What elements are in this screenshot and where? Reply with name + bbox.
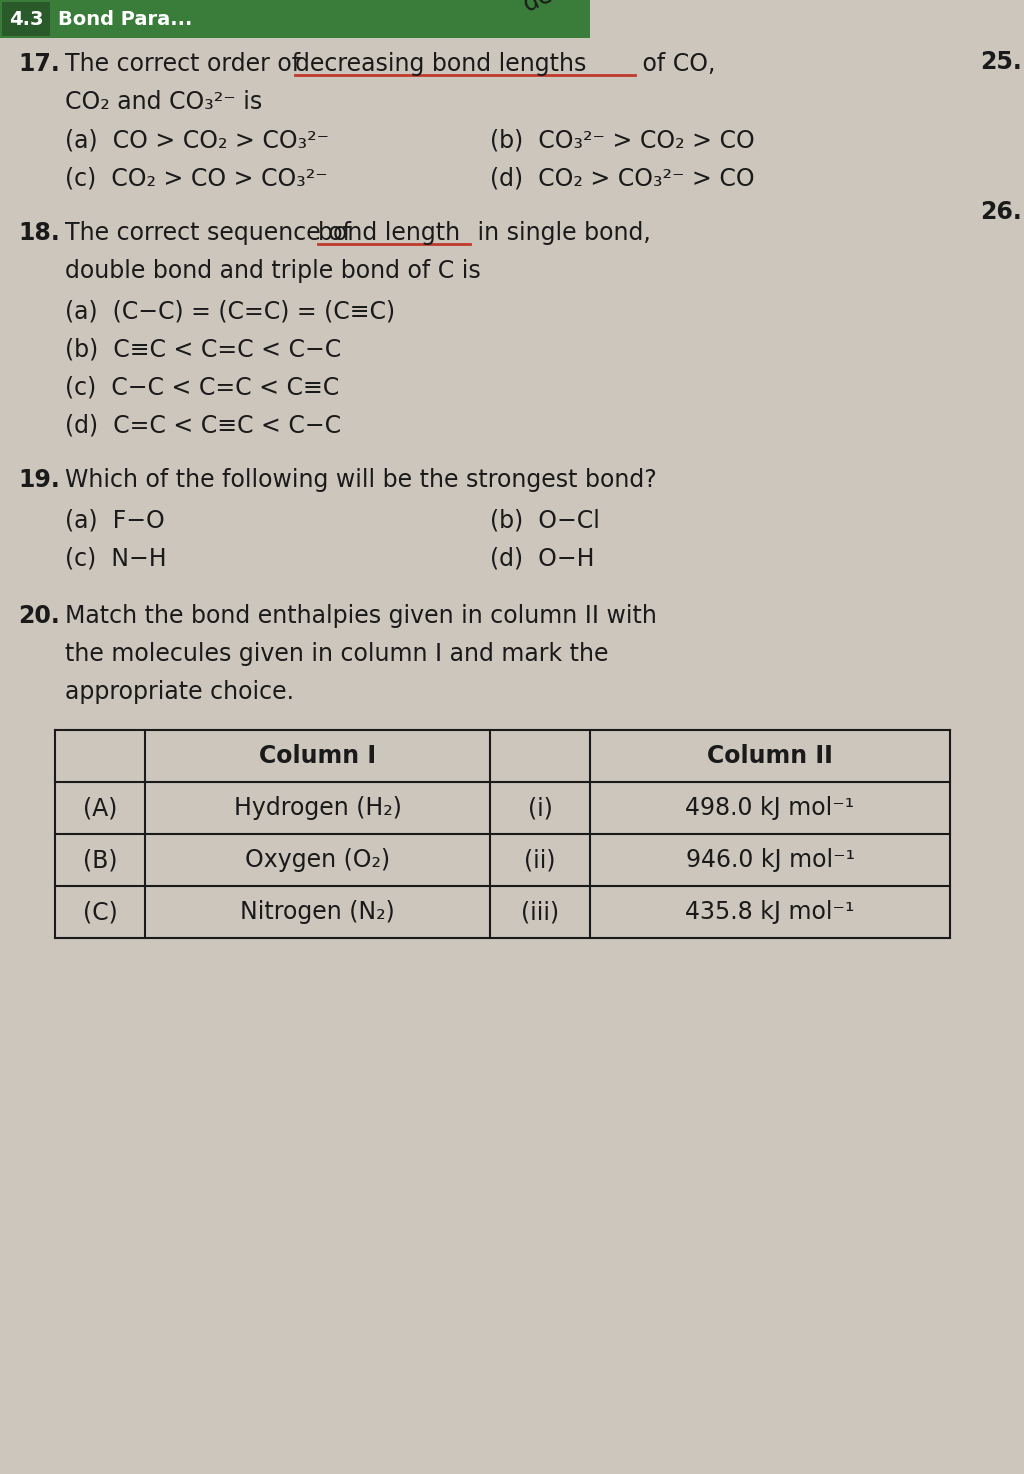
Text: 17.: 17. [18,52,59,77]
Text: (b)  O−Cl: (b) O−Cl [490,509,600,532]
Text: 498.0 kJ mol⁻¹: 498.0 kJ mol⁻¹ [685,796,855,820]
Text: Hydrogen (H₂): Hydrogen (H₂) [233,796,401,820]
Text: (c)  N−H: (c) N−H [65,545,167,570]
Bar [2,1,50,35]
Text: (C): (C) [83,901,118,924]
Text: CO₂ and CO₃²⁻ is: CO₂ and CO₃²⁻ is [65,90,262,113]
Text: Match the bond enthalpies given in column II with: Match the bond enthalpies given in colum… [65,604,656,628]
Bar [0,0,590,38]
Text: (B): (B) [83,848,118,873]
Text: (a)  CO > CO₂ > CO₃²⁻: (a) CO > CO₂ > CO₃²⁻ [65,128,329,152]
Text: (a)  (C−C) = (C=C) = (C≡C): (a) (C−C) = (C=C) = (C≡C) [65,299,395,323]
Text: 18.: 18. [18,221,59,245]
Text: bond length: bond length [318,221,460,245]
Text: 20.: 20. [18,604,59,628]
Text: Bond Para...: Bond Para... [58,9,193,28]
Text: 25.: 25. [980,50,1022,74]
Text: (d)  CO₂ > CO₃²⁻ > CO: (d) CO₂ > CO₃²⁻ > CO [490,167,755,190]
Text: 4.3: 4.3 [9,9,43,28]
Text: 26.: 26. [980,200,1022,224]
Text: Which of the following will be the strongest bond?: Which of the following will be the stron… [65,469,656,492]
Text: of CO,: of CO, [635,52,716,77]
Text: (b)  C≡C < C=C < C−C: (b) C≡C < C=C < C−C [65,338,341,361]
Text: (i): (i) [527,796,552,820]
Text: (A): (A) [83,796,117,820]
Text: Column II: Column II [707,744,833,768]
Text: decreasing bond lengths: decreasing bond lengths [295,52,587,77]
Text: The correct sequence of: The correct sequence of [65,221,358,245]
Text: (iii): (iii) [521,901,559,924]
Text: in single bond,: in single bond, [470,221,650,245]
Text: (d)  C=C < C≡C < C−C: (d) C=C < C≡C < C−C [65,413,341,436]
Text: double bond and triple bond of C is: double bond and triple bond of C is [65,259,480,283]
Text: Nitrogen (N₂): Nitrogen (N₂) [240,901,395,924]
Text: (a)  F−O: (a) F−O [65,509,165,532]
Text: (c)  CO₂ > CO > CO₃²⁻: (c) CO₂ > CO > CO₃²⁻ [65,167,328,190]
Text: (d)  O−H: (d) O−H [490,545,595,570]
Text: 19.: 19. [18,469,59,492]
Text: 946.0 kJ mol⁻¹: 946.0 kJ mol⁻¹ [685,848,854,873]
Text: (ii): (ii) [524,848,556,873]
Text: (c)  C−C < C=C < C≡C: (c) C−C < C=C < C≡C [65,374,339,399]
Text: The correct order of: The correct order of [65,52,307,77]
Text: Column I: Column I [259,744,376,768]
Text: decreasing bond lengths of CO,: decreasing bond lengths of CO, [520,0,867,16]
Text: 435.8 kJ mol⁻¹: 435.8 kJ mol⁻¹ [685,901,855,924]
Text: appropriate choice.: appropriate choice. [65,680,294,705]
Text: Oxygen (O₂): Oxygen (O₂) [245,848,390,873]
Text: (b)  CO₃²⁻ > CO₂ > CO: (b) CO₃²⁻ > CO₂ > CO [490,128,755,152]
Text: the molecules given in column I and mark the: the molecules given in column I and mark… [65,643,608,666]
